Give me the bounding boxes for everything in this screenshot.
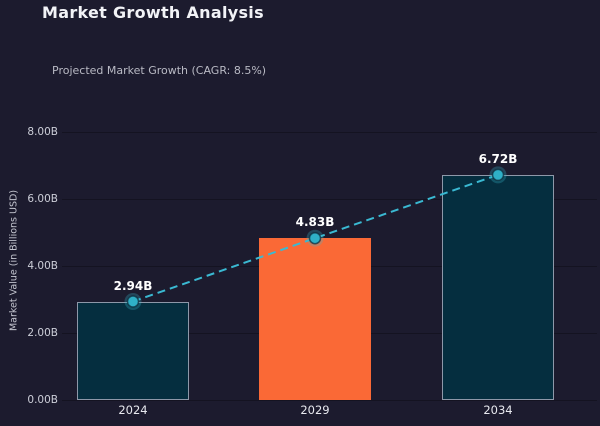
y-tick-label: 2.00B	[27, 327, 58, 339]
x-tick-label: 2034	[483, 403, 513, 417]
bar-value-label: 6.72B	[478, 151, 518, 166]
bar-2029	[259, 238, 371, 400]
x-tick-label: 2024	[118, 403, 148, 417]
gridline	[62, 399, 597, 401]
gridline	[62, 131, 597, 133]
y-tick-label: 0.00B	[27, 394, 58, 406]
y-tick-label: 8.00B	[27, 126, 58, 138]
y-tick-label: 4.00B	[27, 260, 58, 272]
x-tick-label: 2029	[300, 403, 330, 417]
bar-2024	[77, 301, 189, 400]
bar-2034	[442, 174, 554, 400]
y-tick-label: 6.00B	[27, 193, 58, 205]
chart-title: Market Growth Analysis	[42, 3, 264, 22]
chart-subtitle: Projected Market Growth (CAGR: 8.5%)	[52, 64, 267, 77]
bar-value-label: 4.83B	[295, 215, 335, 230]
bar-value-label: 2.94B	[113, 278, 153, 293]
